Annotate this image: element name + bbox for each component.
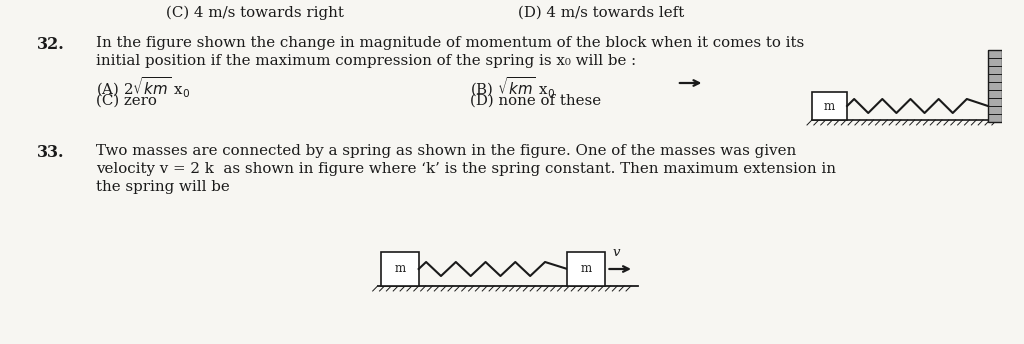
Text: (D) 4 m/s towards left: (D) 4 m/s towards left bbox=[518, 6, 685, 20]
Text: the spring will be: the spring will be bbox=[96, 180, 229, 194]
Text: (C) zero: (C) zero bbox=[96, 94, 157, 108]
Text: (C) 4 m/s towards right: (C) 4 m/s towards right bbox=[166, 6, 344, 20]
Text: initial position if the maximum compression of the spring is x₀ will be :: initial position if the maximum compress… bbox=[96, 54, 636, 68]
Text: m: m bbox=[824, 99, 835, 112]
Bar bbox=[988, 50, 1001, 122]
Text: velocity v = 2 k  as shown in figure where ‘k’ is the spring constant. Then maxi: velocity v = 2 k as shown in figure wher… bbox=[96, 162, 836, 176]
Text: (D) none of these: (D) none of these bbox=[470, 94, 601, 108]
Text: m: m bbox=[394, 262, 406, 276]
Text: 32.: 32. bbox=[37, 36, 65, 53]
Bar bbox=[382, 252, 419, 286]
Text: (A) 2$\sqrt{km}$ x$_0$: (A) 2$\sqrt{km}$ x$_0$ bbox=[96, 76, 190, 100]
Text: In the figure shown the change in magnitude of momentum of the block when it com: In the figure shown the change in magnit… bbox=[96, 36, 804, 50]
Bar bbox=[812, 92, 847, 120]
Text: (B) $\sqrt{km}$ x$_0$: (B) $\sqrt{km}$ x$_0$ bbox=[470, 76, 555, 100]
Text: v: v bbox=[612, 246, 620, 259]
Bar bbox=[567, 252, 604, 286]
Text: m: m bbox=[581, 262, 592, 276]
Text: Two masses are connected by a spring as shown in the figure. One of the masses w: Two masses are connected by a spring as … bbox=[96, 144, 796, 158]
Text: 33.: 33. bbox=[37, 144, 65, 161]
